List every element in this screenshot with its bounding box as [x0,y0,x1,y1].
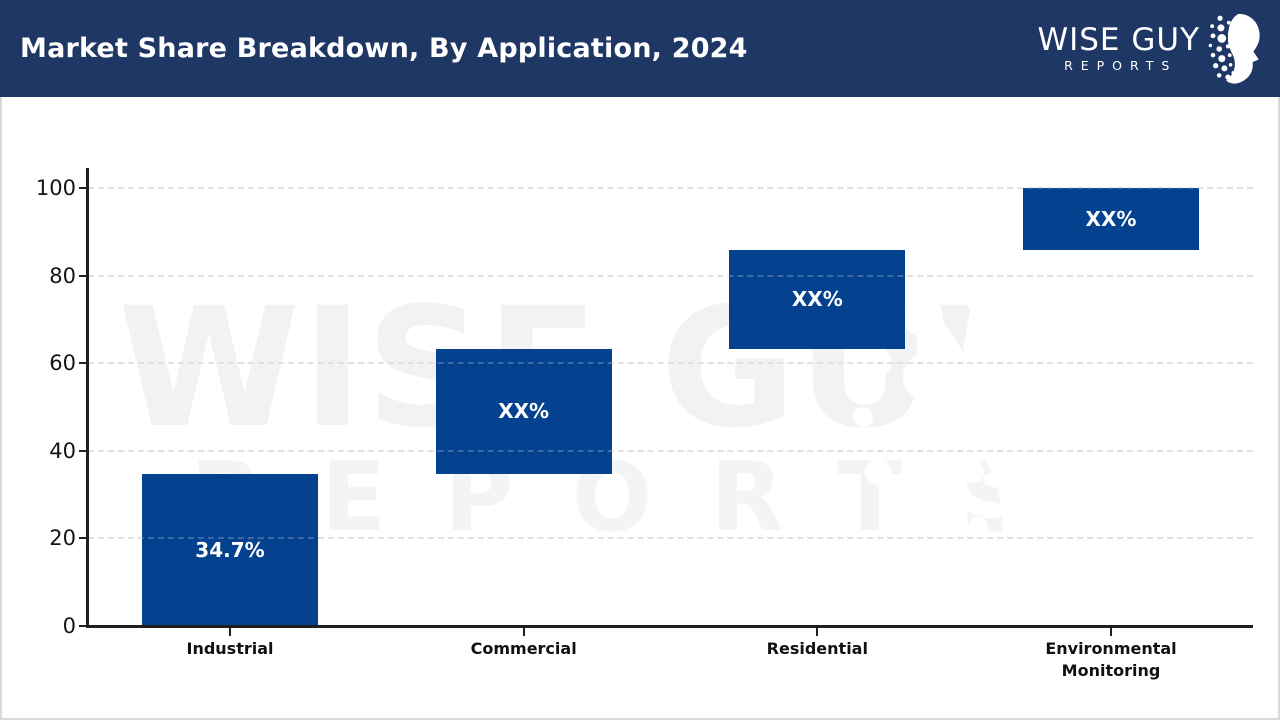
header: Market Share Breakdown, By Application, … [0,0,1280,97]
gridline-highlight [88,187,1253,189]
y-axis-line [86,168,89,628]
y-tick-mark [79,449,87,452]
gridline [88,449,1253,452]
brand-logo-text: WISE GUY REPORTS [1037,24,1200,73]
x-axis-line [86,625,1253,628]
y-tick-label: 20 [49,526,76,551]
bar-commercial: XX% [435,348,612,474]
gridline [88,537,1253,540]
gridline-highlight [88,274,1253,277]
y-tick-mark [79,187,87,189]
gridline [88,362,1253,365]
x-tick-mark [1110,628,1112,636]
y-tick-label: 60 [49,351,76,376]
y-tick-mark [79,625,87,627]
y-tick-mark [79,274,87,277]
bar-residential: XX% [729,250,906,349]
gridline [88,187,1253,189]
bar-value-label: XX% [791,287,843,312]
y-tick-label: 80 [49,263,76,288]
x-category-label: Commercial [470,639,577,658]
brand-subname: REPORTS [1064,58,1178,73]
bar-value-label: XX% [498,399,550,424]
x-category-label: Residential [766,639,868,658]
y-tick-mark [79,362,87,365]
bar-environmental-monitoring: XX% [1023,188,1199,251]
bar-value-label: XX% [1085,207,1137,232]
gridline-highlight [88,537,1253,540]
brand-logo: WISE GUY REPORTS [1037,10,1264,88]
gridline [88,274,1253,277]
bar-industrial: 34.7% [142,474,318,626]
brand-face-icon [1208,13,1260,84]
y-tick-label: 40 [49,438,76,463]
bar-value-label: 34.7% [195,537,265,562]
page-title: Market Share Breakdown, By Application, … [20,33,748,64]
y-tick-mark [79,537,87,540]
x-tick-mark [229,628,231,636]
brand-name: WISE GUY [1037,22,1200,58]
x-tick-mark [816,628,819,636]
y-tick-label: 0 [62,614,76,638]
x-category-label: Environmental Monitoring [1045,639,1177,680]
x-category-label: Industrial [186,639,274,658]
gridline-highlight [88,362,1253,365]
y-tick-label: 100 [35,176,76,200]
gridline-highlight [88,449,1253,452]
x-tick-mark [522,628,525,636]
